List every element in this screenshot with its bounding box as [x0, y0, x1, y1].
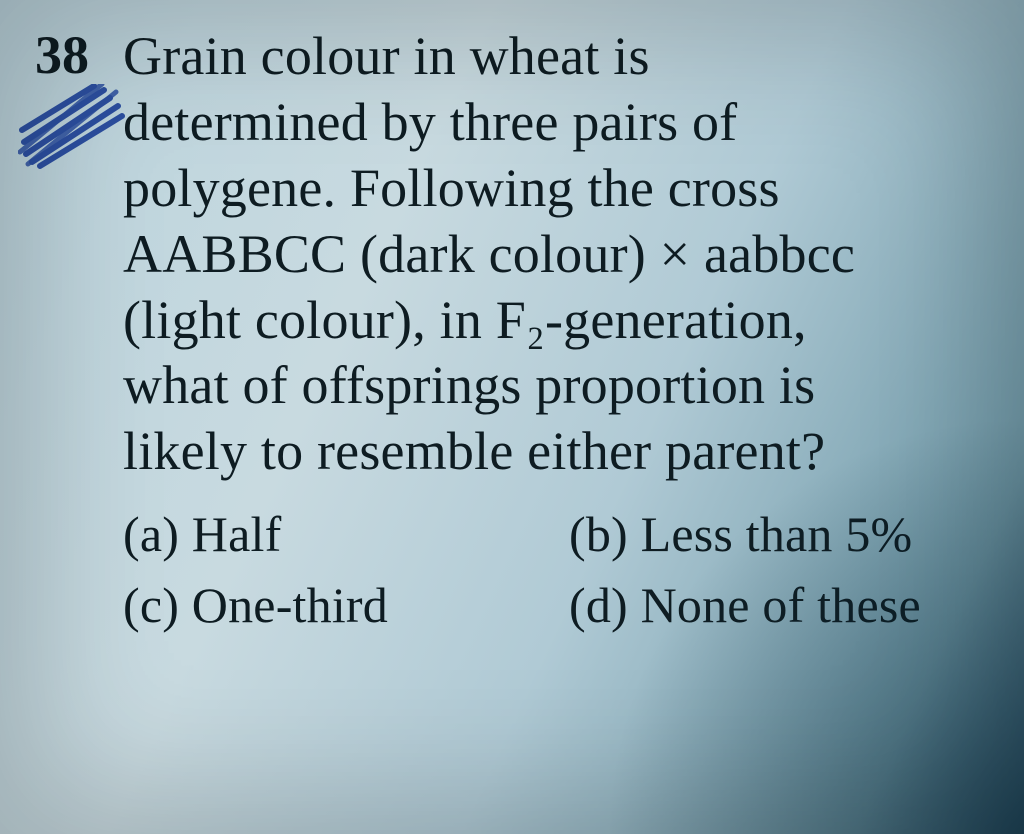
option-b: (b) Less than 5% — [569, 503, 995, 566]
option-d: (d) None of these — [569, 574, 995, 637]
question-body: Grain colour in wheat is determined by t… — [123, 20, 995, 636]
stem-line-5: (light colour), in F₂-generation, — [123, 288, 995, 354]
question-number: 38 — [35, 20, 123, 82]
option-a: (a) Half — [123, 503, 549, 566]
stem-line-3: polygene. Following the cross — [123, 156, 995, 222]
stem-line-6: what of offsprings proportion is — [123, 353, 995, 419]
stem-line-4: AABBCC (dark colour) × aabbcc — [123, 222, 995, 288]
stem-line-1: Grain colour in wheat is — [123, 24, 995, 90]
question-row: 38 Grain colour in wheat is determined b… — [35, 20, 995, 636]
question-block: 38 Grain colour in wheat is determined b… — [35, 20, 995, 636]
options-grid: (a) Half (b) Less than 5% (c) One-third … — [123, 503, 995, 636]
stem-line-7: likely to resemble either parent? — [123, 419, 995, 485]
option-c: (c) One-third — [123, 574, 549, 637]
stem-line-2: determined by three pairs of — [123, 90, 995, 156]
